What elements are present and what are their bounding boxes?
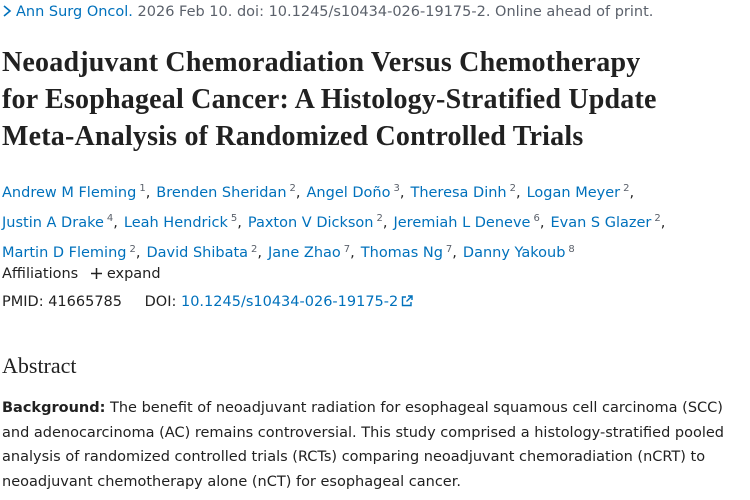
affiliation-number[interactable]: 4: [106, 213, 114, 225]
citation: Ann Surg Oncol. 2026 Feb 10. doi: 10.124…: [2, 4, 653, 20]
title-line: Meta-Analysis of Randomized Controlled T…: [2, 121, 584, 152]
affiliation-number[interactable]: 2: [623, 183, 630, 194]
author: Leah Hendrick 5: [123, 213, 242, 232]
author: Martin D Fleming 2: [2, 243, 140, 262]
affiliation-number[interactable]: 2: [509, 183, 516, 194]
author: Andrew M Fleming 1: [2, 183, 150, 201]
background-text: The benefit of neoadjuvant radiation for…: [2, 400, 724, 490]
expand-toggle[interactable]: expand: [90, 266, 161, 282]
identifiers: PMID: 41665785 DOI: 10.1245/s10434-026-1…: [2, 294, 413, 310]
author-line: Andrew M Fleming1Brenden Sheridan2Angel …: [2, 176, 671, 206]
author-link[interactable]: Andrew M Fleming: [2, 184, 137, 201]
affiliation-number[interactable]: 5: [230, 213, 238, 225]
doi-label: DOI:: [144, 294, 177, 310]
article-title: Neoadjuvant Chemoradiation Versus Chemot…: [2, 44, 657, 155]
background-label: Background:: [2, 400, 106, 416]
citation-details: 2026 Feb 10. doi: 10.1245/s10434-026-191…: [137, 4, 654, 20]
plus-icon: [90, 268, 102, 279]
author: Jane Zhao 7: [268, 243, 355, 262]
affiliations-label: Affiliations: [2, 266, 79, 282]
author-link[interactable]: Justin A Drake: [2, 215, 104, 232]
author-link[interactable]: Jeremiah L Deneve: [393, 215, 531, 232]
author: Thomas Ng 7: [360, 243, 457, 262]
author-link[interactable]: Leah Hendrick: [123, 215, 228, 232]
author-link[interactable]: Paxton V Dickson: [247, 215, 374, 232]
author-link[interactable]: Thomas Ng: [360, 245, 443, 262]
affiliation-number[interactable]: 2: [654, 213, 661, 225]
affiliation-number[interactable]: 7: [343, 243, 351, 255]
author-list: Andrew M Fleming1Brenden Sheridan2Angel …: [2, 176, 671, 267]
author-link[interactable]: Danny Yakoub: [462, 245, 566, 262]
author: Danny Yakoub 8: [462, 243, 575, 262]
pmid-label: PMID:: [2, 294, 44, 310]
author: Theresa Dinh 2: [410, 183, 520, 201]
affiliations: Affiliations expand: [2, 266, 161, 282]
affiliation-number[interactable]: 2: [129, 243, 136, 255]
author: Evan S Glazer 2: [550, 213, 665, 232]
author-link[interactable]: Martin D Fleming: [2, 245, 127, 262]
abstract-heading: Abstract: [2, 353, 77, 378]
affiliation-number[interactable]: 7: [445, 243, 453, 255]
affiliation-number[interactable]: 2: [289, 183, 296, 194]
author: Justin A Drake 4: [2, 213, 118, 232]
author-link[interactable]: Logan Meyer: [526, 184, 621, 201]
affiliation-number[interactable]: 2: [376, 213, 383, 225]
author: Logan Meyer 2: [526, 183, 634, 201]
author-line: Martin D Fleming2David Shibata2Jane Zhao…: [2, 237, 671, 267]
chevron-icon: [3, 5, 12, 17]
author: Jeremiah L Deneve 6: [393, 213, 544, 232]
author: Paxton V Dickson 2: [247, 213, 388, 232]
pmid: 41665785: [48, 294, 123, 310]
author-link[interactable]: Jane Zhao: [268, 245, 341, 262]
journal-link[interactable]: Ann Surg Oncol.: [16, 4, 133, 20]
author: David Shibata 2: [146, 243, 262, 262]
affiliation-number[interactable]: 1: [139, 183, 146, 194]
author-link[interactable]: Brenden Sheridan: [156, 184, 287, 201]
author: Angel Doño 3: [306, 183, 405, 201]
author-link[interactable]: Theresa Dinh: [410, 184, 507, 201]
affiliation-number[interactable]: 6: [533, 213, 540, 225]
affiliation-number[interactable]: 2: [251, 243, 258, 255]
expand-text: expand: [106, 266, 161, 282]
author-link[interactable]: Angel Doño: [306, 184, 391, 201]
title-line: for Esophageal Cancer: A Histology-Strat…: [2, 84, 657, 115]
external-link-icon: [402, 295, 413, 307]
author-link[interactable]: Evan S Glazer: [550, 215, 652, 232]
affiliation-number[interactable]: 3: [393, 183, 400, 194]
title-line: Neoadjuvant Chemoradiation Versus Chemot…: [2, 47, 641, 78]
author-link[interactable]: David Shibata: [146, 245, 249, 262]
abstract-background: Background: The benefit of neoadjuvant r…: [2, 396, 737, 494]
doi-link[interactable]: 10.1245/s10434-026-19175-2: [180, 294, 399, 310]
affiliation-number[interactable]: 8: [568, 243, 575, 255]
author: Brenden Sheridan 2: [156, 183, 300, 201]
